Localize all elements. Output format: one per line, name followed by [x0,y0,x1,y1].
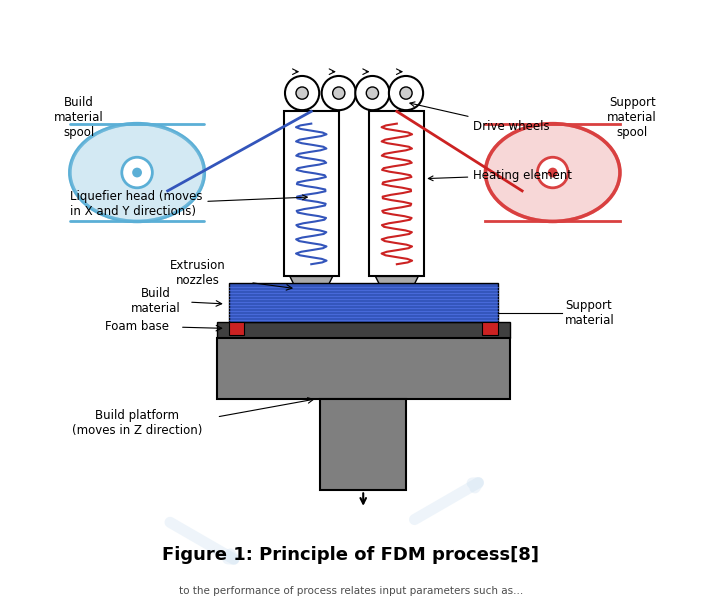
Circle shape [548,168,557,177]
Bar [284,111,339,276]
Circle shape [366,87,378,99]
Bar [216,322,510,338]
Text: Extrusion
nozzles: Extrusion nozzles [171,259,226,287]
Text: Figure 1: Principle of FDM process[8]: Figure 1: Principle of FDM process[8] [162,546,540,564]
Circle shape [389,76,423,110]
Circle shape [400,87,412,99]
Bar [229,322,244,335]
Text: Foam base: Foam base [105,320,169,333]
Text: to the performance of process relates input parameters such as...: to the performance of process relates in… [179,586,523,596]
Text: Heating element: Heating element [428,169,572,182]
Bar [229,282,498,322]
Circle shape [538,157,568,188]
Circle shape [132,168,142,177]
Text: Build
material
spool: Build material spool [54,96,104,139]
Text: Build
material: Build material [131,287,180,315]
Circle shape [285,76,319,110]
Text: Support
material: Support material [565,299,615,327]
Circle shape [355,76,390,110]
Bar [229,282,498,322]
Bar [320,398,406,491]
Bar [482,322,498,335]
Circle shape [296,87,308,99]
Polygon shape [376,276,418,301]
Bar [369,111,424,276]
Circle shape [333,87,345,99]
Ellipse shape [486,123,620,222]
Text: Build platform
(moves in Z direction): Build platform (moves in Z direction) [72,409,202,437]
Text: Liquefier head (moves
in X and Y directions): Liquefier head (moves in X and Y directi… [69,190,307,219]
Bar [216,338,510,398]
Ellipse shape [69,123,204,222]
Text: Support
material
spool: Support material spool [607,96,657,139]
Text: Drive wheels: Drive wheels [410,102,550,133]
Circle shape [121,157,152,188]
Circle shape [322,76,356,110]
Polygon shape [290,276,333,301]
